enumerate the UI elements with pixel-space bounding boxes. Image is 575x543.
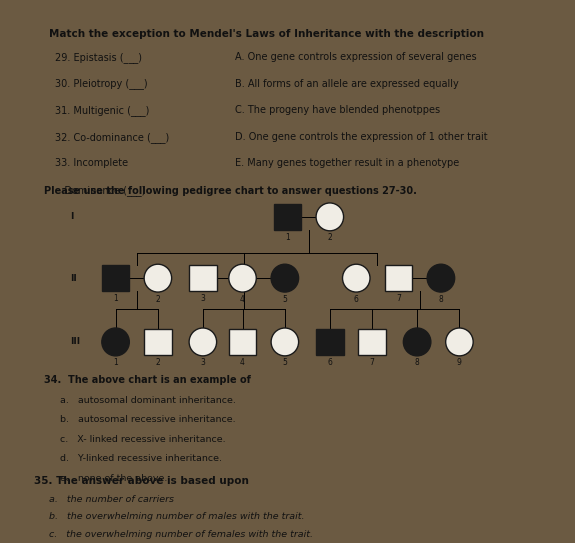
Ellipse shape: [144, 264, 172, 292]
Text: 8: 8: [415, 358, 420, 368]
Text: I: I: [71, 212, 74, 222]
Text: 35. The answer above is based upon: 35. The answer above is based upon: [33, 476, 248, 485]
Text: 4: 4: [240, 358, 245, 367]
Text: c.   the overwhelming number of females with the trait.: c. the overwhelming number of females wi…: [49, 530, 313, 539]
Bar: [316, 329, 344, 355]
Text: D. One gene controls the expression of 1 other trait: D. One gene controls the expression of 1…: [235, 131, 487, 142]
Text: 34.  The above chart is an example of: 34. The above chart is an example of: [44, 375, 251, 384]
Bar: [189, 265, 217, 292]
Ellipse shape: [229, 264, 256, 292]
Bar: [274, 204, 301, 230]
Text: 6: 6: [327, 358, 332, 367]
Text: 31. Multigenic (___): 31. Multigenic (___): [55, 105, 149, 116]
Text: a.   autosomal dominant inheritance.: a. autosomal dominant inheritance.: [60, 396, 236, 405]
Ellipse shape: [271, 328, 298, 356]
Text: 2: 2: [155, 358, 160, 367]
Text: 5: 5: [282, 358, 288, 368]
Text: 3: 3: [201, 358, 205, 368]
Text: 4: 4: [240, 295, 245, 304]
Bar: [229, 329, 256, 355]
Text: A. One gene controls expression of several genes: A. One gene controls expression of sever…: [235, 52, 476, 62]
Text: B. All forms of an allele are expressed equally: B. All forms of an allele are expressed …: [235, 79, 458, 89]
Ellipse shape: [102, 328, 129, 356]
Text: e.   none of the above.: e. none of the above.: [60, 473, 167, 483]
Ellipse shape: [446, 328, 473, 356]
Text: 7: 7: [370, 358, 374, 367]
Text: Match the exception to Mendel's Laws of Inheritance with the description: Match the exception to Mendel's Laws of …: [49, 29, 485, 39]
Text: III: III: [71, 337, 80, 346]
Text: 2: 2: [327, 233, 332, 242]
Ellipse shape: [189, 328, 217, 356]
Ellipse shape: [316, 203, 344, 231]
Text: Please use the following pedigree chart to answer questions 27-30.: Please use the following pedigree chart …: [44, 186, 417, 195]
Text: E. Many genes together result in a phenotype: E. Many genes together result in a pheno…: [235, 158, 459, 168]
Bar: [385, 265, 412, 292]
Text: b.   the overwhelming number of males with the trait.: b. the overwhelming number of males with…: [49, 513, 305, 521]
Text: b.   autosomal recessive inheritance.: b. autosomal recessive inheritance.: [60, 415, 236, 425]
Text: 29. Epistasis (___): 29. Epistasis (___): [55, 52, 142, 63]
Ellipse shape: [427, 264, 455, 292]
Text: 33. Incomplete: 33. Incomplete: [55, 158, 128, 168]
Text: 7: 7: [396, 294, 401, 303]
Text: a.   the number of carriers: a. the number of carriers: [49, 495, 174, 504]
Ellipse shape: [343, 264, 370, 292]
Bar: [102, 265, 129, 292]
Bar: [358, 329, 386, 355]
Text: 6: 6: [354, 295, 359, 304]
Text: 9: 9: [457, 358, 462, 368]
Text: 1: 1: [113, 358, 118, 368]
Text: c.   X- linked recessive inheritance.: c. X- linked recessive inheritance.: [60, 435, 225, 444]
Text: 5: 5: [282, 295, 288, 304]
Text: 8: 8: [439, 295, 443, 304]
Text: 30. Pleiotropy (___): 30. Pleiotropy (___): [55, 79, 147, 90]
Bar: [144, 329, 172, 355]
Text: II: II: [71, 274, 78, 283]
Text: 3: 3: [201, 294, 205, 303]
Ellipse shape: [271, 264, 298, 292]
Text: Dominance (___): Dominance (___): [55, 185, 145, 195]
Ellipse shape: [403, 328, 431, 356]
Text: d.   Y-linked recessive inheritance.: d. Y-linked recessive inheritance.: [60, 454, 222, 463]
Text: 2: 2: [155, 295, 160, 304]
Text: C. The progeny have blended phenotppes: C. The progeny have blended phenotppes: [235, 105, 440, 115]
Text: 1: 1: [113, 294, 118, 303]
Text: 1: 1: [285, 233, 290, 242]
Text: 32. Co-dominance (___): 32. Co-dominance (___): [55, 131, 172, 143]
